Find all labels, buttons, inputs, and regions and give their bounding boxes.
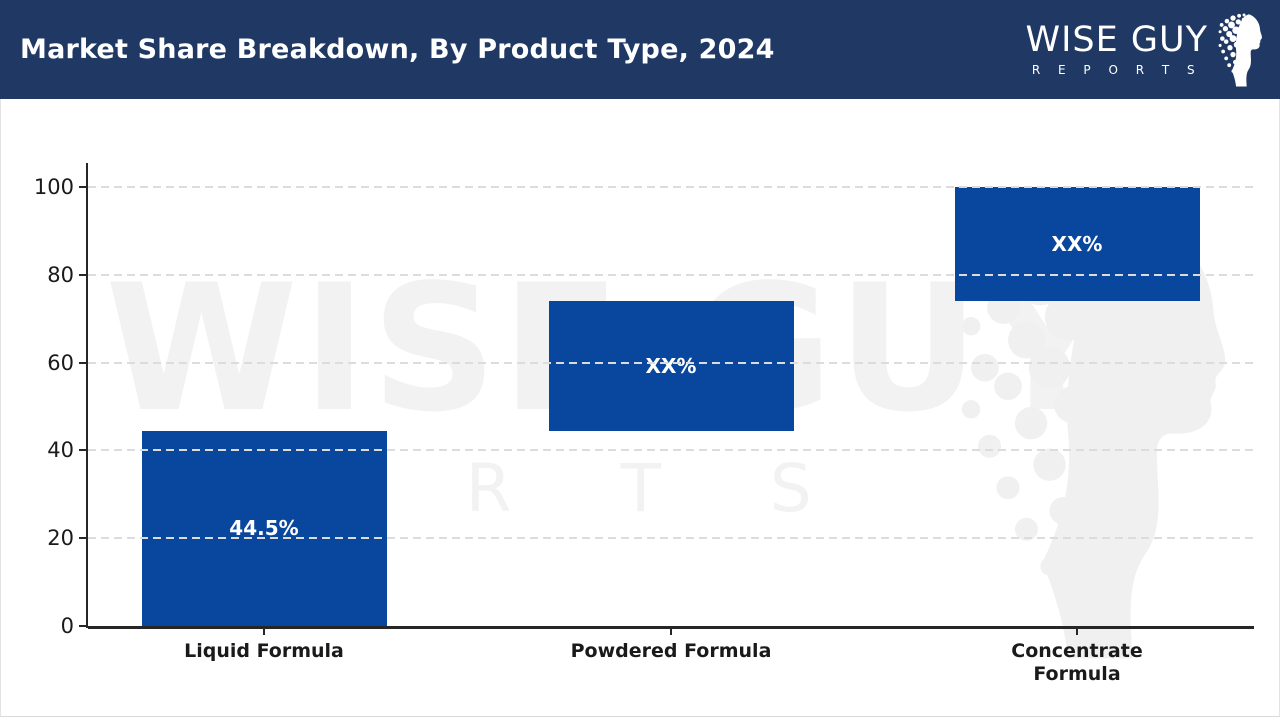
y-axis-tick — [79, 537, 88, 540]
gridline — [88, 537, 1254, 540]
header: Market Share Breakdown, By Product Type,… — [0, 0, 1280, 99]
x-axis — [88, 626, 1254, 629]
logo-subtext: R E P O R T S — [1031, 63, 1202, 77]
y-axis-tick — [79, 361, 88, 364]
y-axis-tick — [79, 186, 88, 188]
page-title: Market Share Breakdown, By Product Type,… — [20, 34, 775, 65]
gridline — [88, 449, 1254, 452]
y-tick-label: 80 — [47, 262, 74, 287]
y-axis-tick — [79, 625, 88, 627]
brand-logo: WISE GUY R E P O R T S — [1025, 10, 1266, 90]
logo-wordmark: WISE GUY — [1025, 20, 1208, 60]
y-tick-label: 60 — [47, 350, 74, 375]
bar-segment: XX% — [548, 301, 794, 431]
y-tick-label: 20 — [47, 526, 74, 551]
bar-value-label: 44.5% — [229, 516, 299, 541]
page-left-border — [0, 99, 1, 717]
y-tick-label: 0 — [60, 614, 74, 638]
y-tick-label: 40 — [47, 438, 74, 463]
bar-value-label: XX% — [645, 353, 697, 378]
brand-logo-text: WISE GUY R E P O R T S — [1025, 20, 1208, 78]
y-axis — [86, 163, 88, 628]
gridline — [88, 273, 1254, 276]
category-label: Liquid Formula — [184, 640, 344, 662]
face-icon — [1218, 13, 1262, 87]
x-axis-tick — [670, 628, 672, 635]
y-axis-tick — [79, 273, 88, 276]
page-bottom-border — [0, 716, 1280, 717]
gridline — [88, 186, 1254, 188]
x-axis-tick — [1076, 628, 1078, 635]
category-label: Powdered Formula — [570, 640, 772, 662]
y-axis-tick — [79, 449, 88, 452]
bar-segment: 44.5% — [141, 430, 387, 626]
category-label: Concentrate Formula — [1011, 640, 1143, 685]
bar-value-label: XX% — [1051, 232, 1103, 257]
y-tick-label: 100 — [33, 175, 74, 199]
bar-segment: XX% — [954, 187, 1200, 302]
x-axis-tick — [263, 628, 265, 635]
gridline — [88, 361, 1254, 364]
